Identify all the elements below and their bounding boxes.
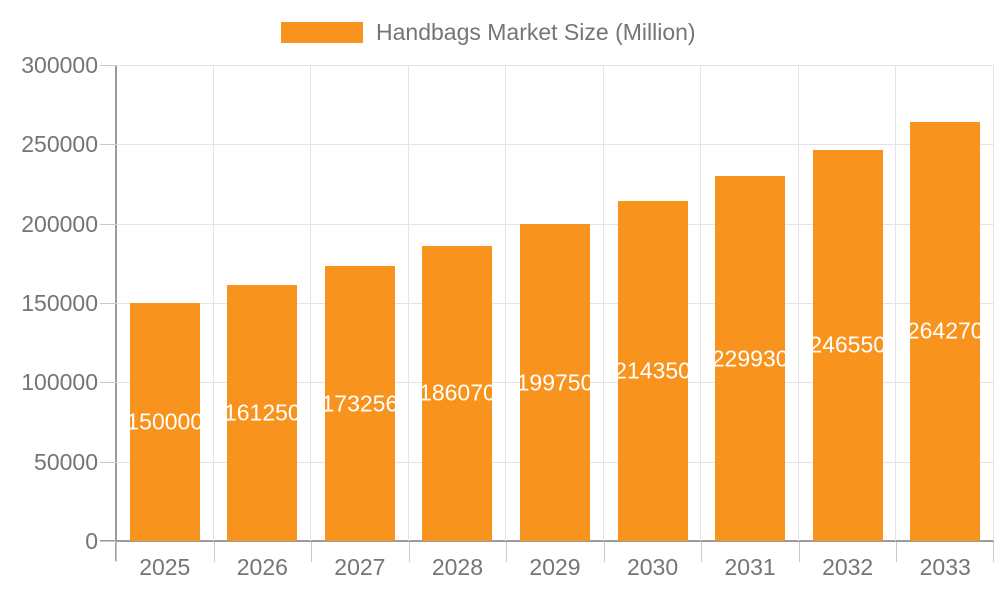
y-axis-label: 250000	[21, 131, 98, 158]
x-axis-tick	[603, 542, 605, 562]
bar-2033[interactable]: 264270	[910, 121, 981, 541]
x-gridline	[212, 65, 214, 541]
x-axis-label-2030: 2030	[626, 554, 679, 580]
y-gridline	[116, 65, 994, 66]
x-axis-line	[100, 540, 994, 542]
y-gridline	[116, 144, 994, 146]
bar-value-label: 161250	[227, 399, 298, 426]
bar-2027[interactable]: 173256	[324, 266, 395, 541]
bar-2026[interactable]: 161250	[227, 285, 298, 541]
x-axis-tick	[311, 542, 313, 562]
y-axis-label: 100000	[21, 369, 98, 396]
x-axis-tick	[408, 542, 410, 562]
x-gridline	[700, 65, 702, 541]
bar-value-label: 150000	[129, 408, 200, 435]
y-axis-line	[115, 65, 117, 561]
x-axis-tick	[116, 542, 117, 562]
x-axis-label-2028: 2028	[431, 554, 484, 580]
y-axis-tick	[100, 541, 116, 542]
x-axis-tick	[701, 542, 703, 562]
bar-value-label: 186070	[422, 379, 493, 406]
legend-label: Handbags Market Size (Million)	[376, 19, 696, 45]
plot-area: 150000 161250 173256 186070 199750 214350 2299…	[116, 65, 994, 541]
legend-swatch	[281, 22, 363, 43]
bar-2028[interactable]: 186070	[422, 245, 493, 541]
bar-value-label: 246550	[812, 331, 883, 358]
x-axis-tick	[798, 542, 800, 562]
bar-2029[interactable]: 199750	[520, 224, 590, 541]
x-axis-label-2031: 2031	[724, 554, 776, 580]
x-axis-label-2027: 2027	[334, 554, 386, 580]
y-axis-tick	[100, 303, 116, 304]
x-gridline	[895, 65, 897, 541]
bar-2025[interactable]: 150000	[129, 303, 200, 541]
bar-value-label: 264270	[910, 317, 981, 344]
bar-2032[interactable]: 246550	[812, 149, 883, 541]
bar-value-label: 229930	[715, 345, 786, 372]
y-axis-tick	[100, 144, 116, 146]
x-gridline	[407, 65, 409, 541]
x-axis-tick	[213, 542, 215, 562]
bar-value-label: 173256	[324, 390, 395, 417]
x-gridline	[993, 65, 994, 541]
y-axis-tick	[100, 382, 116, 384]
x-axis-label-2026: 2026	[236, 554, 288, 580]
y-axis-label: 300000	[21, 52, 98, 78]
bar-2031[interactable]: 229930	[715, 176, 786, 541]
x-axis-tick	[993, 542, 994, 562]
x-gridline	[602, 65, 604, 541]
y-axis-label: 50000	[34, 448, 98, 475]
x-axis-label-2033: 2033	[919, 554, 971, 580]
bar-value-label: 199750	[520, 369, 590, 396]
y-axis-label: 200000	[21, 210, 98, 237]
y-axis-label: 150000	[21, 290, 98, 316]
x-gridline	[797, 65, 799, 541]
y-axis-tick	[100, 461, 116, 463]
x-axis-label-2025: 2025	[139, 554, 191, 580]
y-axis-label: 0	[85, 528, 98, 554]
bar-2030[interactable]: 214350	[617, 200, 688, 541]
y-axis-tick	[100, 65, 116, 66]
legend-item[interactable]: Handbags Market Size (Million)	[281, 19, 696, 46]
x-axis-tick	[506, 542, 508, 562]
x-axis-label-2032: 2032	[822, 554, 874, 580]
bar-value-label: 214350	[617, 357, 688, 384]
x-axis-tick	[896, 542, 898, 562]
y-axis-tick	[100, 223, 116, 225]
x-axis-label-2029: 2029	[529, 554, 581, 580]
x-gridline	[310, 65, 312, 541]
x-gridline	[505, 65, 507, 541]
